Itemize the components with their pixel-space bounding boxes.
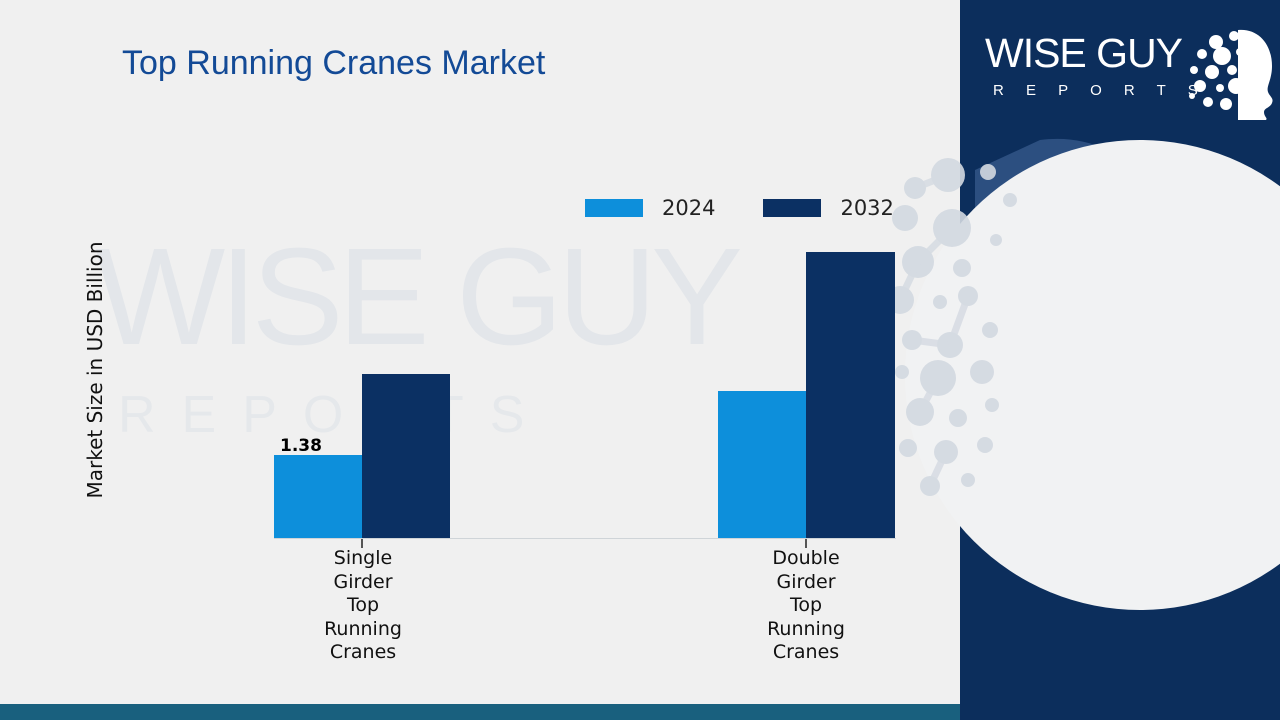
legend-item-2032[interactable]: 2032 xyxy=(763,196,941,220)
bar-2032-single-girder[interactable] xyxy=(362,374,450,538)
bar-value-label-1: 1.38 xyxy=(280,436,322,456)
x-axis-category-label-1: Single Girder Top Running Cranes xyxy=(282,547,444,665)
bottom-accent-bar xyxy=(0,704,960,720)
brand-logo: WISE GUY R E P O R T S xyxy=(985,29,1275,125)
logo-secondary-text: R E P O R T S xyxy=(993,82,1207,99)
cat2-line3: Top xyxy=(789,594,823,616)
bar-2024-single-girder[interactable] xyxy=(274,455,362,538)
bar-2032-double-girder[interactable] xyxy=(806,252,895,538)
logo-primary-text: WISE GUY xyxy=(985,30,1183,76)
plot-area: 1.38 Single Girder Top Running Cranes Do… xyxy=(274,252,896,665)
cat1-line2: Girder xyxy=(333,570,393,593)
legend-swatch-2024 xyxy=(585,199,643,217)
cat1-line3: Top xyxy=(346,594,380,616)
cat1-line5: Cranes xyxy=(329,641,397,663)
cat2-line5: Cranes xyxy=(772,641,840,663)
legend-label-2032: 2032 xyxy=(840,196,894,220)
bar-2024-double-girder[interactable] xyxy=(718,391,806,538)
page-title: Top Running Cranes Market xyxy=(122,44,546,82)
x-axis-line xyxy=(274,538,896,539)
cat2-line1: Double xyxy=(772,547,840,569)
legend-item-2024[interactable]: 2024 xyxy=(585,196,763,220)
legend-swatch-2032 xyxy=(763,199,822,217)
logo-head-icon xyxy=(1189,29,1273,120)
x-axis-tick-2 xyxy=(805,539,807,548)
x-axis-category-label-2: Double Girder Top Running Cranes xyxy=(725,547,887,665)
chart-legend: 2024 2032 xyxy=(585,196,942,220)
cat2-line2: Girder xyxy=(776,570,836,593)
cat1-line1: Single xyxy=(333,547,393,569)
cat2-line4: Running xyxy=(767,617,845,640)
x-axis-tick-1 xyxy=(361,539,363,548)
cat1-line4: Running xyxy=(324,617,402,640)
legend-label-2024: 2024 xyxy=(662,196,716,220)
